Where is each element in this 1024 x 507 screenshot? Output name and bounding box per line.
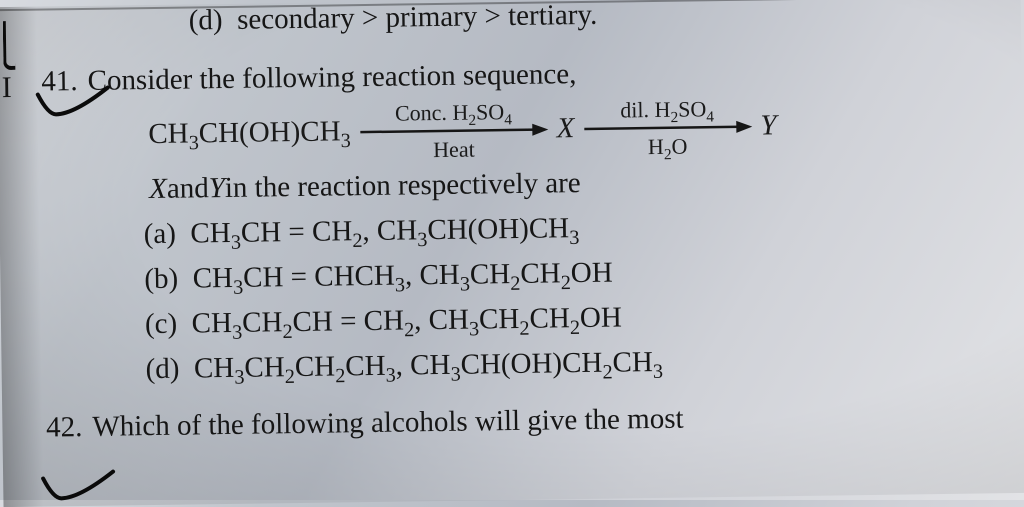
arrow-2: dil. H2SO4 H2O xyxy=(582,97,753,160)
intermediate-x: X xyxy=(556,113,574,146)
q42-stem-line: 42. Which of the following alcohols will… xyxy=(24,392,1005,451)
arrow2-bottom: H2O xyxy=(648,135,688,159)
stem2-rest: in the reaction respectively are xyxy=(225,161,581,211)
arrow-line-icon xyxy=(582,120,752,136)
option-letter: (d) xyxy=(145,346,179,391)
q42-number: 42. xyxy=(24,405,93,451)
q42-stem: Which of the following alcohols will giv… xyxy=(92,396,684,449)
reactant: CH3CH(OH)CH3 xyxy=(148,116,351,152)
option-text: CH3CH = CH2, CH3CH(OH)CH3 xyxy=(190,206,579,256)
option-text: CH3CH2CH = CH2, CH3CH2CH2OH xyxy=(191,295,622,346)
arrow1-top: Conc. H2SO4 xyxy=(395,100,512,125)
option-letter: (a) xyxy=(143,212,176,257)
option-letter: (c) xyxy=(145,302,178,347)
margin-bar-icon xyxy=(3,21,16,70)
product-y: Y xyxy=(760,110,777,143)
option-text: CH3CH = CHCH3, CH3CH2CH2OH xyxy=(192,251,613,302)
option-text: CH3CH2CH2CH3, CH3CH(OH)CH2CH3 xyxy=(194,340,664,391)
q41-reaction: CH3CH(OH)CH3 Conc. H2SO4 Heat X dil. H2S… xyxy=(20,93,1001,167)
x-var: X xyxy=(149,167,167,212)
q41-stem: Consider the following reaction sequence… xyxy=(87,52,576,104)
checkmark-icon xyxy=(39,468,117,503)
option-letter: (b) xyxy=(144,257,178,302)
q41-number: 41. xyxy=(19,59,88,105)
arrow-1: Conc. H2SO4 Heat xyxy=(358,99,549,162)
arrow1-bottom: Heat xyxy=(433,137,475,161)
textbook-page: (d) secondary > primary > tertiary. I 41… xyxy=(0,0,1024,507)
arrow2-top: dil. H2SO4 xyxy=(620,97,714,121)
margin-letter: I xyxy=(1,71,11,105)
stem2-mid: and xyxy=(167,166,209,212)
arrow-line-icon xyxy=(359,122,549,139)
y-var: Y xyxy=(208,166,225,211)
